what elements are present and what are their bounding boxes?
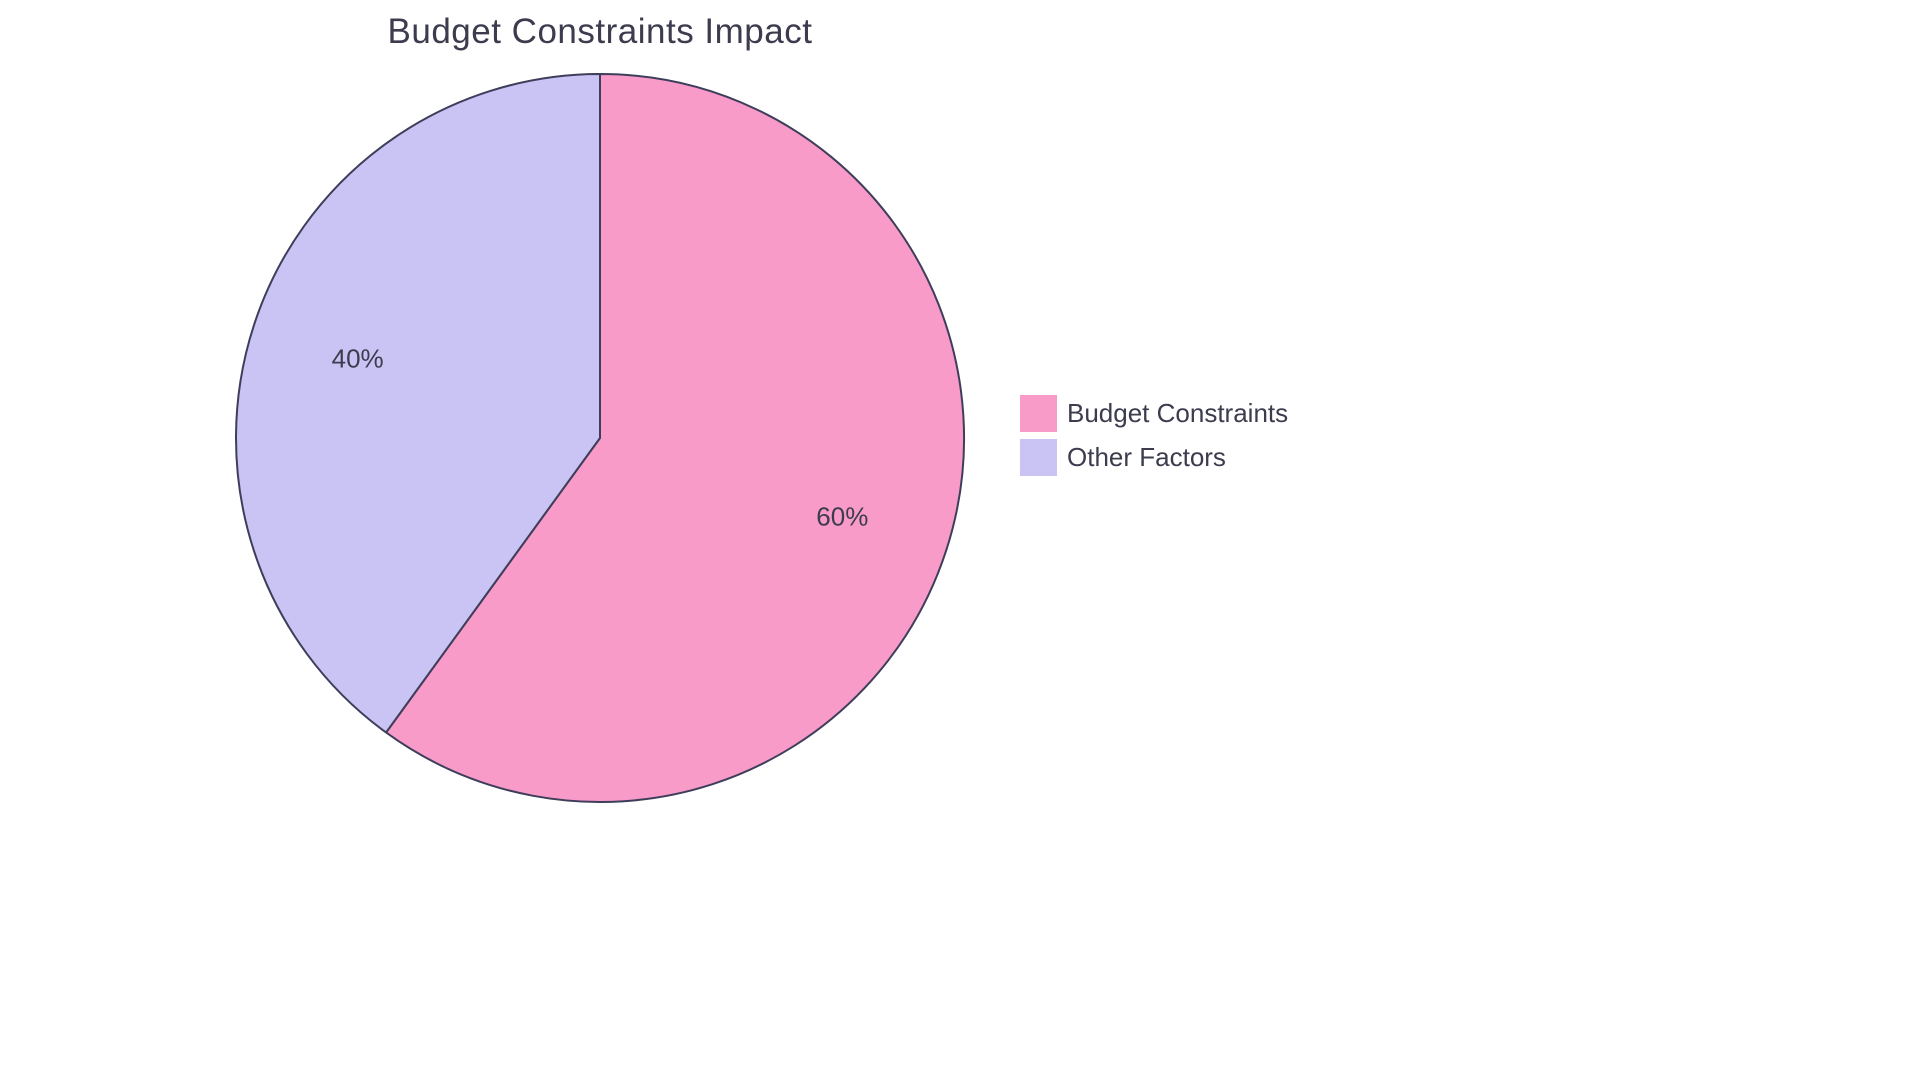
legend-swatch (1020, 395, 1057, 432)
slice-label-0: 60% (816, 501, 869, 532)
legend-label: Budget Constraints (1067, 398, 1289, 428)
legend-item: Budget Constraints (1020, 395, 1288, 432)
pie-slice-budget-constraints (385, 73, 965, 803)
chart-title: Budget Constraints Impact (387, 12, 813, 51)
slice-label-1: 40% (331, 343, 384, 374)
legend-label: Other Factors (1067, 442, 1226, 472)
legend-item: Other Factors (1020, 439, 1288, 476)
legend: Budget Constraints Other Factors (1020, 395, 1288, 476)
pie-slice-other-factors (235, 73, 601, 734)
legend-swatch (1020, 439, 1057, 476)
